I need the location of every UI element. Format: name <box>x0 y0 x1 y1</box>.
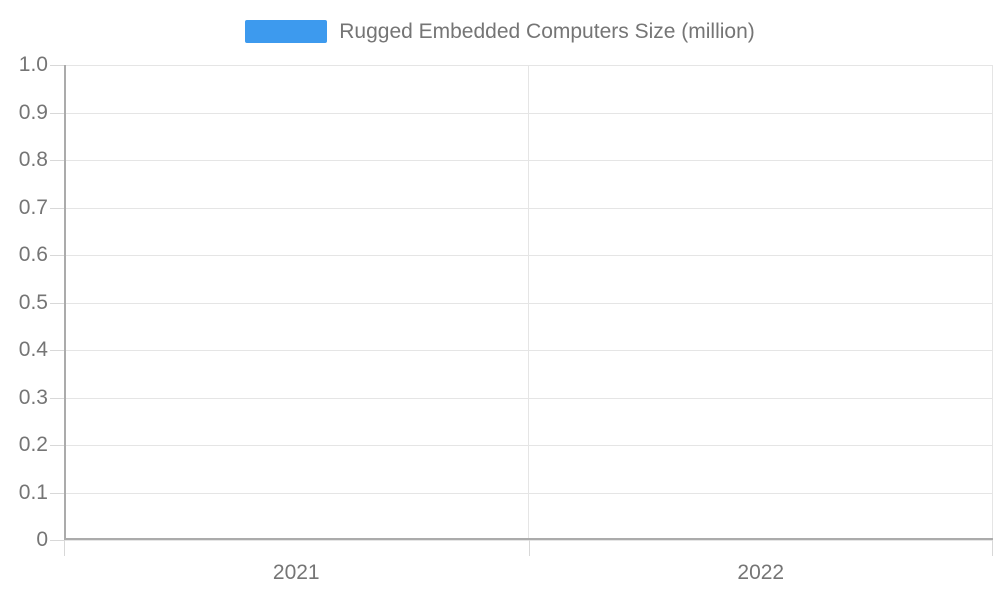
y-tick-label: 0.7 <box>18 195 48 219</box>
y-gridline <box>64 160 993 161</box>
y-gridline <box>64 397 993 399</box>
y-tick <box>50 207 64 209</box>
y-tick-label: 0.1 <box>18 480 48 504</box>
y-tick <box>50 397 64 399</box>
x-gridline <box>527 65 529 540</box>
y-tick <box>50 160 64 161</box>
legend-label: Rugged Embedded Computers Size (million) <box>339 20 755 43</box>
y-gridline <box>64 445 993 446</box>
y-tick-label: 0.3 <box>18 385 48 409</box>
y-gridline <box>64 255 993 256</box>
legend[interactable]: Rugged Embedded Computers Size (million) <box>0 20 1000 43</box>
x-tick-label: 2021 <box>272 561 320 584</box>
y-gridline <box>64 207 993 209</box>
y-tick <box>50 302 64 304</box>
y-gridline <box>64 302 993 304</box>
y-tick <box>50 540 64 541</box>
y-tick-label: 0 <box>36 528 48 551</box>
x-tick <box>992 540 993 556</box>
y-tick <box>50 255 64 256</box>
y-tick <box>50 492 64 494</box>
y-tick <box>50 445 64 446</box>
x-tick-label: 2022 <box>737 561 785 584</box>
x-tick <box>528 540 530 556</box>
y-tick <box>50 350 64 351</box>
y-gridline <box>64 350 993 351</box>
y-tick-label: 0.2 <box>18 433 48 456</box>
x-tick <box>64 540 65 556</box>
y-tick-label: 1.0 <box>18 53 48 76</box>
y-tick-label: 0.8 <box>18 148 48 171</box>
y-tick-label: 0.4 <box>18 338 48 361</box>
y-tick-label: 0.9 <box>18 100 48 124</box>
y-gridline <box>64 492 993 494</box>
x-axis-line <box>64 538 993 540</box>
plot-area <box>50 65 993 556</box>
legend-swatch <box>245 20 328 43</box>
y-axis-line <box>64 65 66 540</box>
y-tick-label: 0.5 <box>18 290 48 314</box>
y-tick-label: 0.6 <box>18 243 48 266</box>
y-gridline <box>64 112 993 114</box>
x-gridline <box>992 65 993 540</box>
y-tick <box>50 112 64 114</box>
y-gridline <box>64 65 993 66</box>
y-tick <box>50 65 64 66</box>
